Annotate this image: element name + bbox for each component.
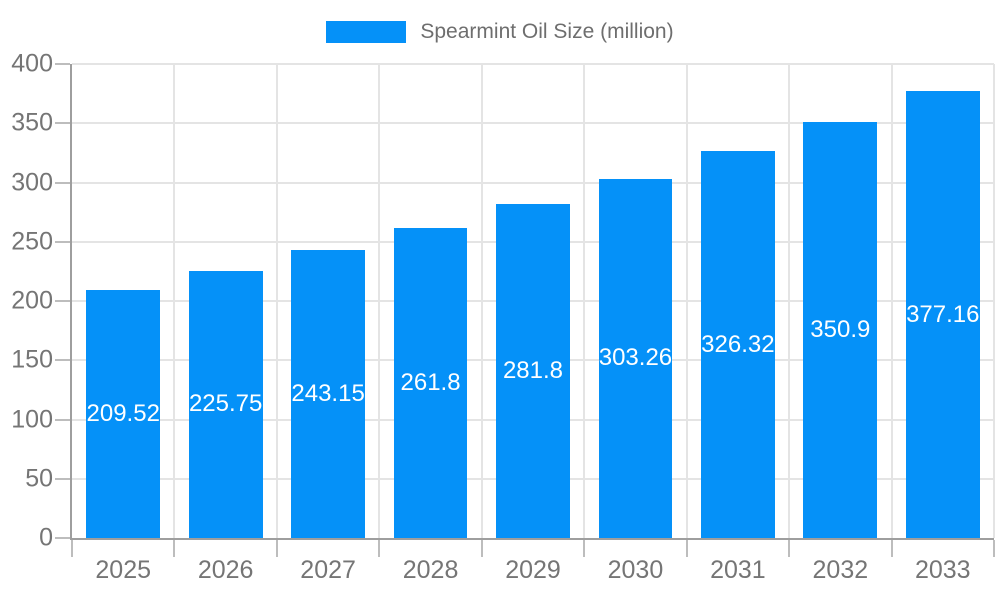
y-axis-label-250: 250 — [11, 227, 53, 256]
v-gridline-9 — [993, 64, 995, 538]
y-axis-tick-350 — [55, 122, 70, 125]
bar-value-label-2031: 326.32 — [701, 330, 775, 358]
y-axis-label-50: 50 — [25, 464, 53, 493]
x-axis-tick-6 — [685, 540, 688, 557]
bar-2026[interactable]: 225.75 — [188, 270, 263, 538]
v-gridline-2 — [275, 64, 278, 538]
bar-2030[interactable]: 303.26 — [598, 178, 673, 538]
category-cell-2027: 243.15 — [277, 64, 379, 538]
bar-2032[interactable]: 350.9 — [803, 122, 878, 538]
v-gridline-6 — [685, 64, 688, 538]
x-axis-tick-0 — [71, 540, 73, 557]
category-cell-2033: 377.16 — [892, 64, 994, 538]
h-gridline-300 — [72, 181, 994, 184]
y-axis-label-350: 350 — [11, 108, 53, 137]
y-axis-label-200: 200 — [11, 286, 53, 315]
bar-2028[interactable]: 261.8 — [393, 227, 468, 538]
category-cell-2029: 281.8 — [482, 64, 584, 538]
bar-value-label-2032: 350.9 — [810, 316, 871, 344]
bar-2031[interactable]: 326.32 — [701, 151, 775, 538]
x-axis-tick-7 — [788, 540, 791, 557]
legend-item[interactable]: Spearmint Oil Size (million) — [0, 21, 1000, 43]
x-axis-label-2025: 2025 — [95, 556, 152, 584]
bar-value-label-2028: 261.8 — [400, 368, 461, 396]
y-axis-line — [70, 64, 72, 540]
y-axis-tick-400 — [55, 63, 70, 65]
x-axis-label-2033: 2033 — [914, 556, 971, 584]
x-axis-label-2031: 2031 — [710, 556, 766, 584]
x-axis-tick-1 — [173, 540, 176, 557]
legend-color-swatch — [326, 21, 407, 43]
x-axis-label-2032: 2032 — [812, 556, 869, 584]
v-gridline-8 — [890, 64, 893, 538]
category-cell-2025: 209.52 — [72, 64, 174, 538]
bar-value-label-2025: 209.52 — [86, 399, 160, 427]
x-axis-tick-5 — [583, 540, 586, 557]
y-axis-label-0: 0 — [39, 523, 53, 552]
category-cell-2031: 326.32 — [687, 64, 789, 538]
x-axis-tick-4 — [480, 540, 483, 557]
y-axis-label-100: 100 — [11, 405, 53, 433]
y-axis-label-150: 150 — [11, 345, 53, 374]
x-axis-tick-9 — [993, 540, 995, 557]
x-axis-label-2027: 2027 — [300, 556, 356, 584]
category-cell-2030: 303.26 — [584, 64, 686, 538]
x-axis-line — [70, 538, 994, 540]
plot-area: 209.52 225.75 243.15 261.8 281.8 303.26 326.32… — [72, 63, 995, 538]
v-gridline-4 — [480, 64, 483, 538]
y-axis-label-300: 300 — [11, 168, 53, 196]
bar-2027[interactable]: 243.15 — [291, 249, 365, 538]
legend-label: Spearmint Oil Size (million) — [420, 20, 674, 43]
x-axis-ticks — [71, 540, 995, 557]
x-axis-tick-8 — [890, 540, 893, 557]
y-axis-tick-150 — [55, 359, 70, 362]
y-axis-tick-50 — [55, 477, 70, 480]
y-axis-ticks — [55, 63, 70, 539]
category-cell-2032: 350.9 — [789, 64, 891, 538]
y-axis-labels: 0 50 100 150 200 250 300 350 400 — [0, 51, 53, 550]
y-axis-tick-250 — [55, 240, 70, 243]
bar-2025[interactable]: 209.52 — [86, 289, 161, 538]
x-axis-label-2030: 2030 — [607, 556, 664, 584]
x-axis-label-2028: 2028 — [402, 556, 459, 584]
bar-value-label-2027: 243.15 — [291, 379, 365, 407]
bar-value-label-2030: 303.26 — [598, 344, 673, 372]
h-gridline-350 — [72, 122, 994, 125]
y-axis-tick-200 — [55, 300, 70, 302]
bar-2029[interactable]: 281.8 — [496, 204, 570, 538]
x-axis-tick-2 — [275, 540, 278, 557]
x-axis-labels: 2025 2026 2027 2028 2029 2030 2031 2032 2033 — [72, 558, 994, 588]
y-axis-label-400: 400 — [11, 49, 53, 78]
v-gridline-1 — [173, 64, 176, 538]
y-axis-tick-0 — [55, 537, 70, 539]
v-gridline-7 — [788, 64, 791, 538]
h-gridline-400 — [72, 63, 994, 65]
category-cell-2026: 225.75 — [174, 64, 276, 538]
x-axis-tick-3 — [378, 540, 381, 557]
v-gridline-5 — [583, 64, 586, 538]
bar-2033[interactable]: 377.16 — [905, 91, 980, 538]
v-gridline-3 — [378, 64, 381, 538]
y-axis-tick-100 — [55, 418, 70, 421]
category-cell-2028: 261.8 — [379, 64, 481, 538]
bar-value-label-2029: 281.8 — [502, 357, 564, 385]
x-axis-label-2029: 2029 — [505, 556, 561, 584]
x-axis-label-2026: 2026 — [197, 556, 254, 584]
bar-value-label-2026: 225.75 — [188, 390, 263, 418]
y-axis-tick-300 — [55, 181, 70, 184]
bar-value-label-2033: 377.16 — [906, 300, 980, 328]
